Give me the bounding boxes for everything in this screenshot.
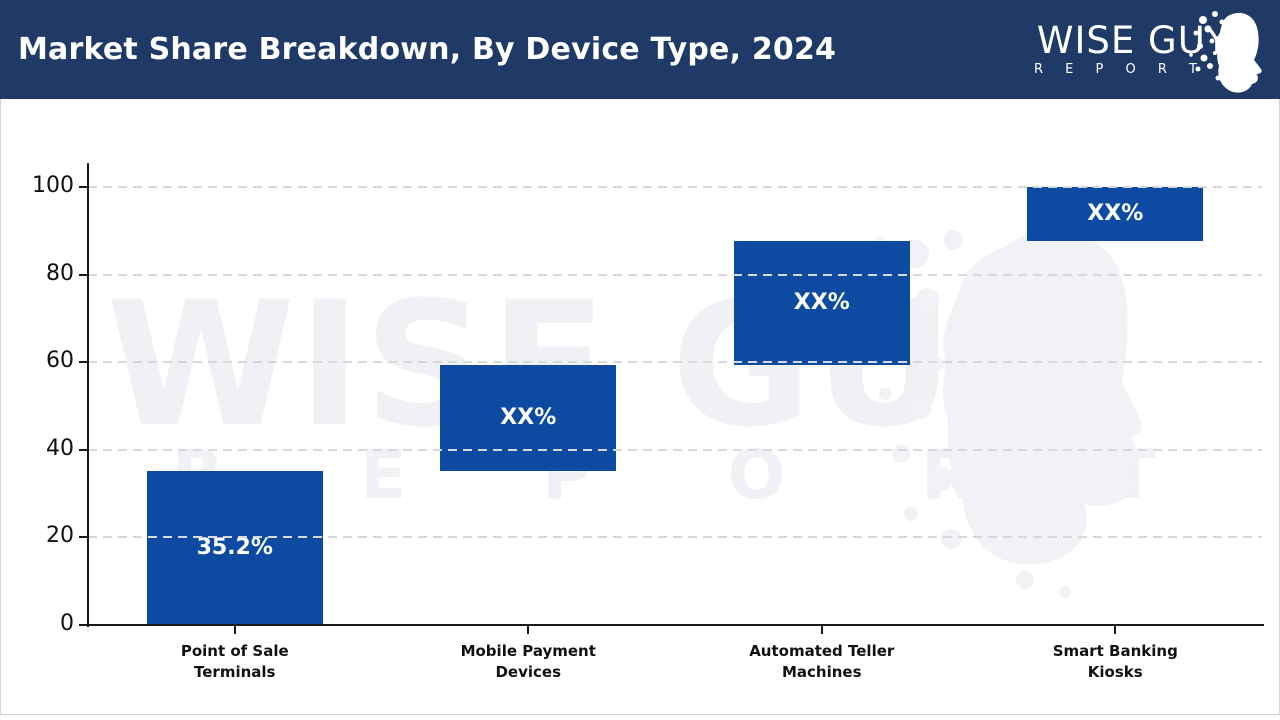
y-tick-mark-60 bbox=[79, 361, 88, 364]
y-tick-mark-40 bbox=[79, 448, 88, 451]
gridline-y-60 bbox=[88, 361, 1262, 364]
x-category-label: Point of Sale Terminals bbox=[180, 642, 289, 681]
y-tick-mark-20 bbox=[79, 536, 88, 539]
header-bar: Market Share Breakdown, By Device Type, … bbox=[0, 0, 1280, 99]
bar-segment: XX% bbox=[733, 240, 910, 365]
y-tick-label-60: 60 bbox=[46, 348, 74, 374]
brand-logo: WISE GUY R E P O R T S bbox=[1002, 6, 1266, 94]
x-tick-mark-3 bbox=[1114, 625, 1117, 634]
watermark-face-icon bbox=[874, 229, 1142, 598]
x-category-label: Mobile Payment Devices bbox=[460, 642, 596, 681]
gridline-y-100 bbox=[88, 186, 1262, 188]
dotted-face-icon bbox=[1189, 11, 1262, 93]
x-axis-line bbox=[87, 624, 1264, 626]
y-tick-label-0: 0 bbox=[60, 611, 74, 636]
bar-value-label: XX% bbox=[1087, 201, 1144, 227]
gridline-y-80 bbox=[88, 273, 1262, 276]
y-tick-mark-0 bbox=[79, 624, 88, 626]
y-tick-label-40: 40 bbox=[46, 435, 74, 461]
logo-brand-text: WISE GUY bbox=[1036, 19, 1230, 62]
x-tick-mark-2 bbox=[820, 625, 823, 634]
x-category-label: Automated Teller Machines bbox=[749, 642, 895, 681]
gridline-y-40 bbox=[88, 448, 1262, 451]
logo-sub-text: R E P O R T S bbox=[1034, 62, 1237, 77]
x-tick-mark-1 bbox=[527, 625, 530, 634]
y-tick-label-20: 20 bbox=[46, 523, 74, 549]
bar-segment: 35.2% bbox=[146, 470, 323, 625]
bar-value-label: XX% bbox=[793, 290, 850, 316]
chart-title: Market Share Breakdown, By Device Type, … bbox=[18, 32, 837, 67]
x-tick-mark-0 bbox=[233, 625, 236, 634]
bar-value-label: XX% bbox=[500, 405, 557, 431]
bar-value-label: 35.2% bbox=[196, 535, 273, 561]
y-axis-line bbox=[87, 163, 89, 627]
y-tick-mark-100 bbox=[79, 186, 88, 188]
logo-text: WISE GUY R E P O R T S bbox=[1030, 19, 1237, 78]
gridline-y-20 bbox=[88, 536, 1262, 539]
y-tick-label-80: 80 bbox=[46, 260, 74, 286]
y-tick-label-100: 100 bbox=[32, 173, 74, 198]
x-category-label: Smart Banking Kiosks bbox=[1052, 642, 1178, 681]
bar-segment: XX% bbox=[440, 364, 617, 471]
y-tick-mark-80 bbox=[79, 273, 88, 276]
bar-segment: XX% bbox=[1027, 187, 1204, 241]
